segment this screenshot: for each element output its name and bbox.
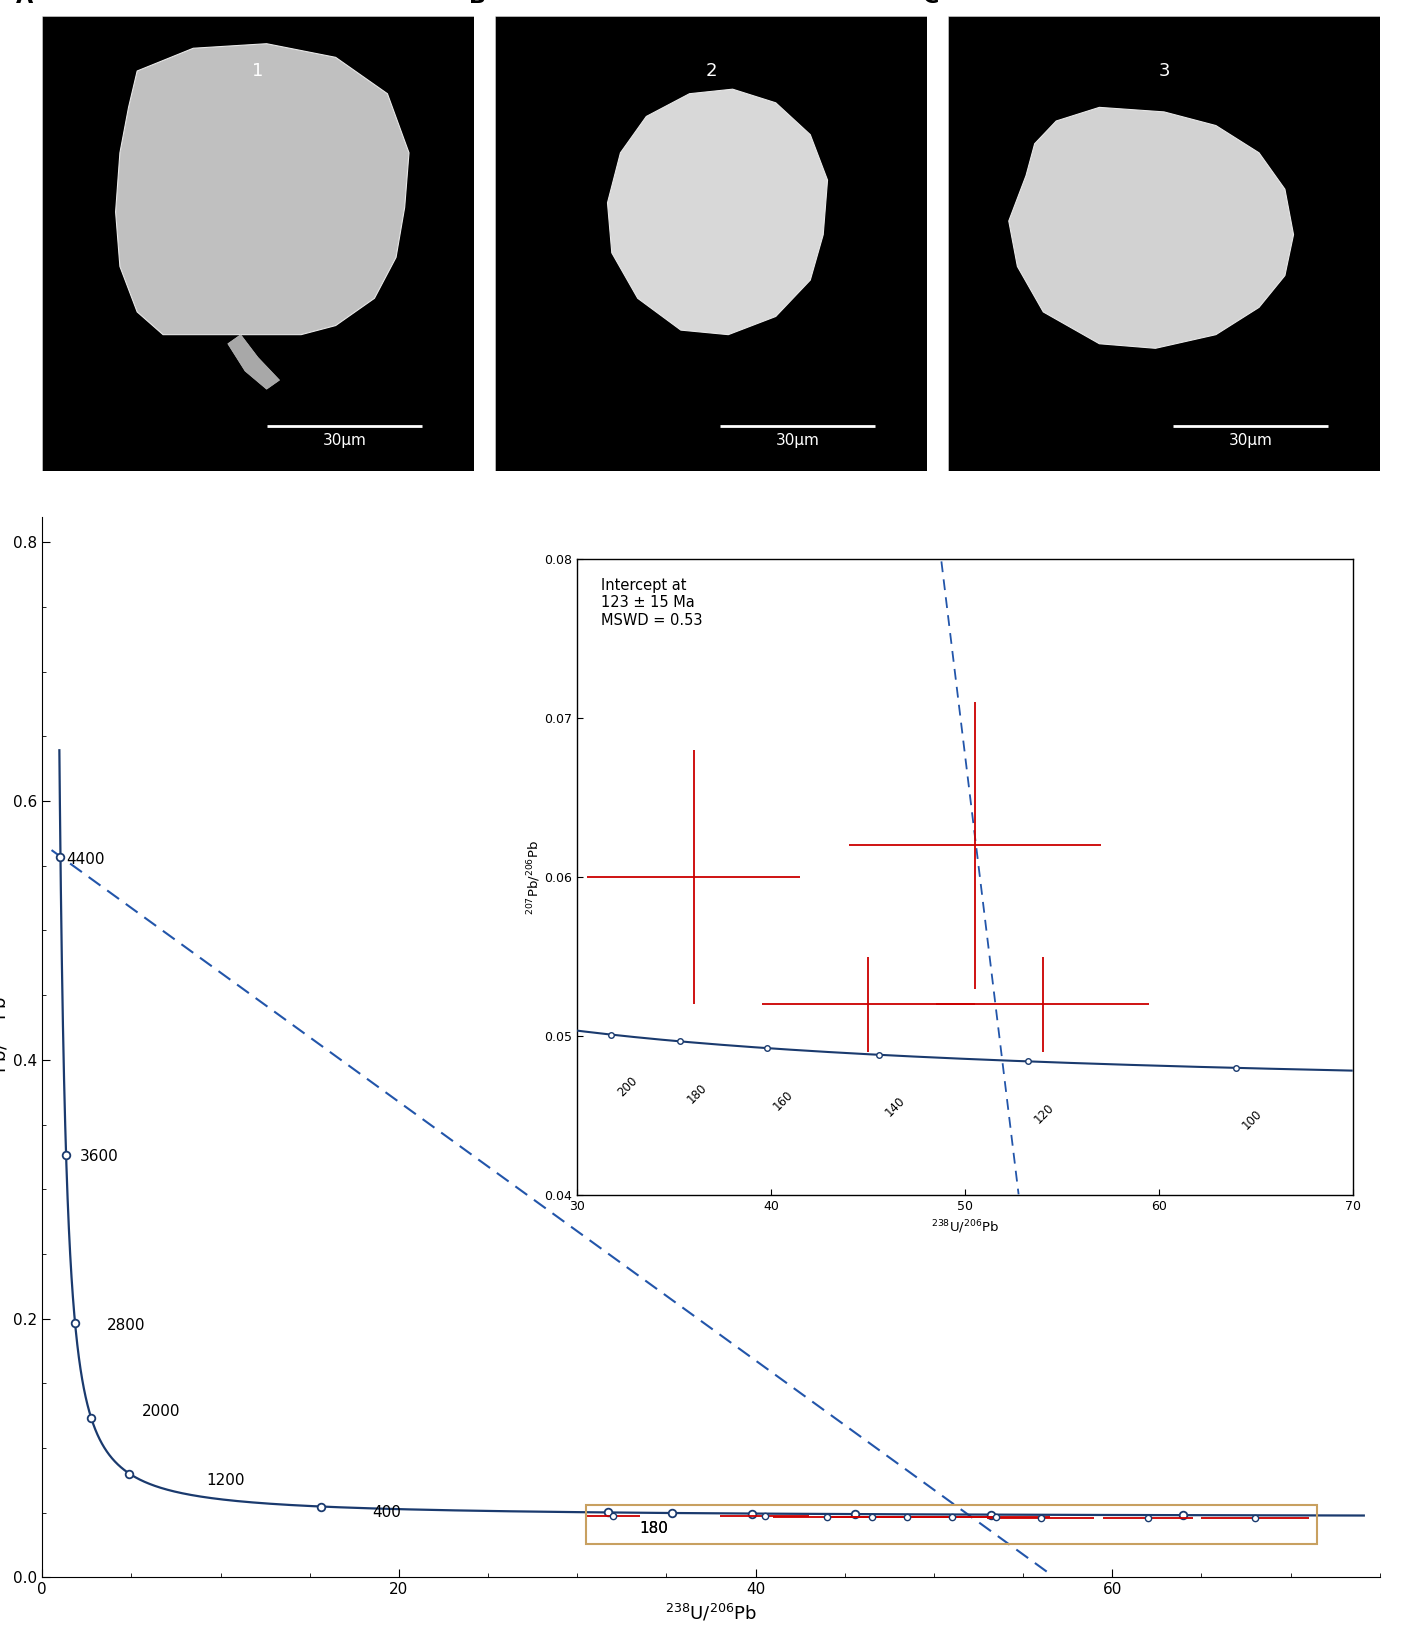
- Text: 1: 1: [252, 62, 263, 81]
- Text: 2000: 2000: [142, 1405, 180, 1420]
- Text: 4400: 4400: [66, 851, 104, 868]
- Text: 2: 2: [705, 62, 717, 81]
- Text: 30μm: 30μm: [1228, 434, 1273, 449]
- X-axis label: $^{238}$U/$^{206}$Pb: $^{238}$U/$^{206}$Pb: [665, 1602, 758, 1623]
- Text: C: C: [922, 0, 939, 7]
- Y-axis label: $^{207}$Pb/$^{206}$Pb: $^{207}$Pb/$^{206}$Pb: [0, 996, 10, 1098]
- Text: B: B: [469, 0, 486, 7]
- Polygon shape: [1008, 107, 1294, 348]
- Text: 2800: 2800: [107, 1318, 145, 1332]
- Text: 3600: 3600: [80, 1150, 118, 1165]
- Text: 30μm: 30μm: [322, 434, 366, 449]
- Polygon shape: [607, 89, 828, 335]
- Polygon shape: [228, 335, 280, 389]
- Text: 3: 3: [1159, 62, 1170, 81]
- Text: 1200: 1200: [207, 1472, 245, 1489]
- Text: A: A: [17, 0, 34, 7]
- Text: 180: 180: [639, 1521, 669, 1536]
- Polygon shape: [115, 44, 408, 335]
- Text: 180: 180: [639, 1521, 669, 1536]
- Text: 400: 400: [372, 1505, 401, 1520]
- Text: 30μm: 30μm: [776, 434, 819, 449]
